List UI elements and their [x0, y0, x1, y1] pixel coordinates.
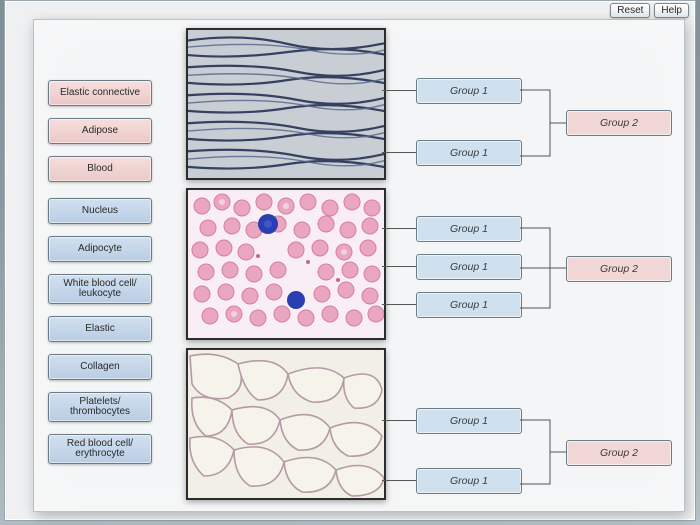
micrograph-blood: [186, 188, 386, 340]
chip-collagen[interactable]: Collagen: [48, 354, 152, 380]
leader-line: [382, 420, 416, 421]
leader-line: [382, 304, 416, 305]
chip-elastic-connective[interactable]: Elastic connective: [48, 80, 152, 106]
work-panel: Elastic connective Adipose Blood Nucleus…: [33, 19, 685, 512]
app-sheet: Reset Help Elastic connective Adipose Bl…: [4, 0, 696, 521]
chip-platelets[interactable]: Platelets/thrombocytes: [48, 392, 152, 422]
slot-group1-r3b[interactable]: Group 1: [416, 468, 522, 494]
leader-line: [382, 152, 416, 153]
chip-adipocyte[interactable]: Adipocyte: [48, 236, 152, 262]
leader-line: [382, 228, 416, 229]
reset-button[interactable]: Reset: [610, 3, 650, 18]
micrograph-adipose: [186, 348, 386, 500]
chip-elastic[interactable]: Elastic: [48, 316, 152, 342]
chip-blood[interactable]: Blood: [48, 156, 152, 182]
leader-line: [382, 266, 416, 267]
slot-group1-r2b[interactable]: Group 1: [416, 254, 522, 280]
chip-red-blood-cell[interactable]: Red blood cell/erythrocyte: [48, 434, 152, 464]
slot-group1-r1a[interactable]: Group 1: [416, 78, 522, 104]
toolbar: Reset Help: [610, 3, 689, 18]
bracket-row2: [520, 216, 566, 323]
leader-line: [382, 90, 416, 91]
slot-group1-r2a[interactable]: Group 1: [416, 216, 522, 242]
slot-group1-r1b[interactable]: Group 1: [416, 140, 522, 166]
bracket-row1: [520, 78, 566, 171]
slot-group2-r1[interactable]: Group 2: [566, 110, 672, 136]
slot-group2-r2[interactable]: Group 2: [566, 256, 672, 282]
slot-group1-r2c[interactable]: Group 1: [416, 292, 522, 318]
chip-white-blood-cell[interactable]: White blood cell/leukocyte: [48, 274, 152, 304]
slot-group2-r3[interactable]: Group 2: [566, 440, 672, 466]
help-button[interactable]: Help: [654, 3, 689, 18]
bracket-row3: [520, 408, 566, 499]
chip-adipose[interactable]: Adipose: [48, 118, 152, 144]
leader-line: [382, 480, 416, 481]
slot-group1-r3a[interactable]: Group 1: [416, 408, 522, 434]
micrograph-elastic: [186, 28, 386, 180]
chip-nucleus[interactable]: Nucleus: [48, 198, 152, 224]
